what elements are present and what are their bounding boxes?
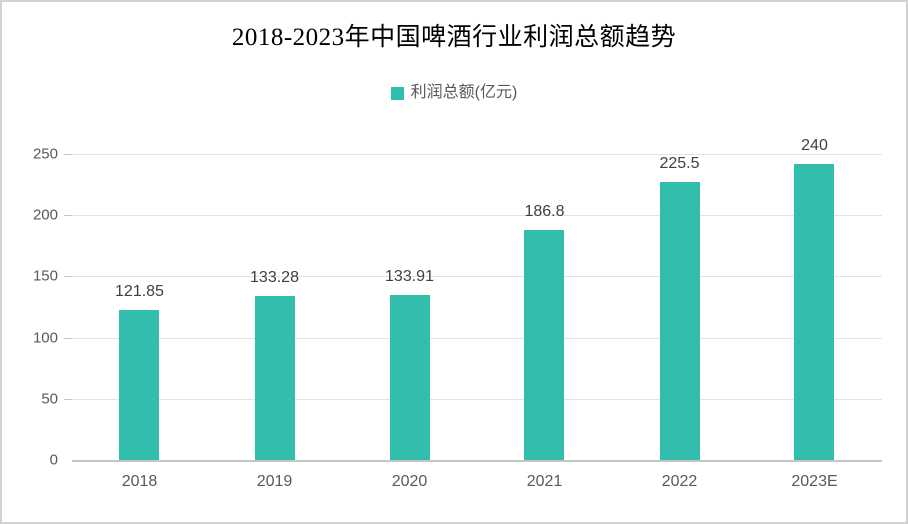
bar [254, 296, 295, 460]
gridline [72, 276, 882, 278]
y-axis-tick [64, 154, 72, 155]
bar [524, 230, 565, 460]
y-axis-label: 200 [32, 206, 58, 224]
bar [794, 164, 835, 460]
y-axis-tick [64, 337, 72, 339]
legend: 利润总额(亿元) [2, 85, 906, 101]
y-axis-label: 150 [32, 267, 58, 285]
bar [119, 310, 160, 460]
chart-title: 2018-2023年中国啤酒行业利润总额趋势 [231, 24, 677, 51]
gridline [72, 337, 882, 339]
y-axis-tick [64, 276, 72, 278]
legend-swatch [390, 86, 404, 100]
gridline [72, 398, 882, 400]
y-axis-tick [64, 398, 72, 400]
y-axis-label: 50 [41, 390, 58, 408]
bar-value-label: 121.85 [115, 283, 164, 300]
x-axis-label: 2020 [391, 473, 428, 490]
x-axis-label: 2018 [121, 473, 158, 490]
x-axis-label: 2019 [256, 473, 293, 490]
bar-value-label: 186.8 [524, 203, 565, 220]
bar-value-label: 225.5 [659, 155, 700, 172]
bar [659, 182, 700, 460]
bar-value-label: 133.91 [385, 268, 434, 285]
y-axis-label: 0 [49, 451, 58, 469]
bar-value-label: 133.28 [250, 269, 299, 286]
gridline [72, 215, 882, 217]
y-axis-tick [64, 215, 72, 217]
bar-value-label: 240 [801, 137, 828, 154]
plot-area: 0 50 100 150 200 250 121.85 2018 133.28 2019 133.9… [33, 138, 882, 490]
gridline [72, 154, 882, 155]
x-axis-label: 2021 [526, 473, 563, 490]
y-axis-label: 250 [32, 145, 58, 163]
y-axis-label: 100 [32, 329, 58, 347]
legend-label: 利润总额(亿元) [410, 84, 518, 101]
x-axis-label: 2023E [791, 473, 838, 490]
x-axis-label: 2022 [661, 473, 698, 490]
bar [389, 295, 430, 460]
